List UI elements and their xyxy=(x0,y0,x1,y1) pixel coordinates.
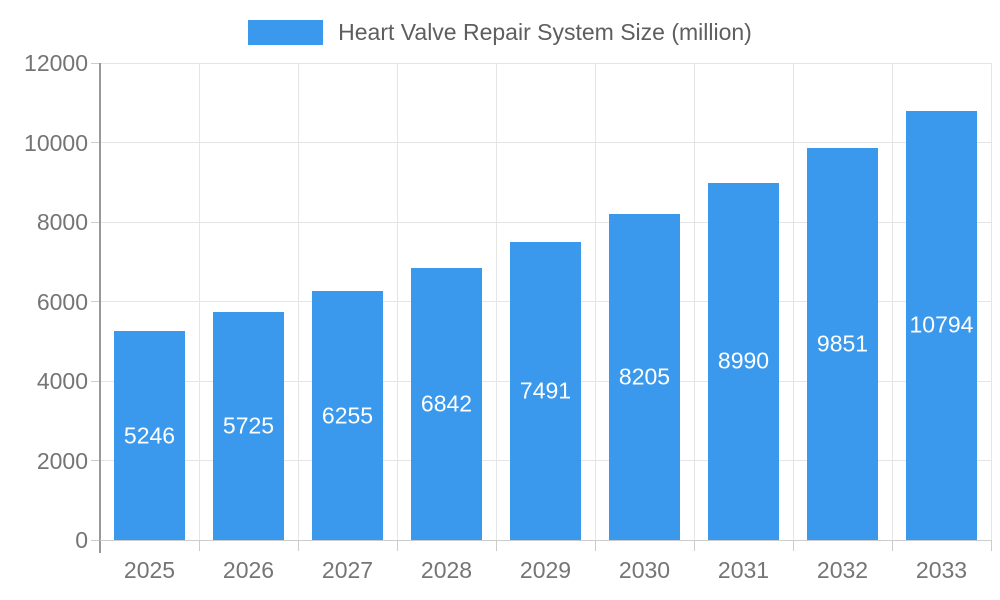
horizontal-gridline xyxy=(100,62,991,64)
y-axis-tick xyxy=(91,539,99,541)
bar-value-label: 6842 xyxy=(420,390,473,417)
x-axis-tick xyxy=(594,540,596,551)
x-axis-tick-label: 2028 xyxy=(420,557,473,583)
vertical-gridline xyxy=(990,63,992,540)
bar-value-label: 8205 xyxy=(618,363,671,390)
horizontal-gridline xyxy=(100,142,991,143)
x-axis-tick xyxy=(792,540,794,551)
x-axis-tick-label: 2033 xyxy=(915,557,968,583)
y-axis-tick xyxy=(91,221,99,223)
x-axis-tick xyxy=(396,540,398,551)
x-axis-tick-label: 2026 xyxy=(222,557,275,583)
bar-value-label: 5725 xyxy=(222,412,275,439)
bar-2031[interactable]: 8990 xyxy=(708,182,779,540)
vertical-gridline xyxy=(792,63,794,540)
bar-value-label: 9851 xyxy=(816,330,869,357)
x-axis-tick-label: 2025 xyxy=(123,557,176,583)
vertical-gridline xyxy=(297,63,299,540)
bar-2028[interactable]: 6842 xyxy=(411,268,482,540)
bar-2029[interactable]: 7491 xyxy=(510,242,581,540)
y-axis-tick-label: 12000 xyxy=(24,50,88,76)
y-axis-tick xyxy=(91,301,99,302)
bar-2032[interactable]: 9851 xyxy=(807,148,878,540)
bar-value-label: 8990 xyxy=(717,347,770,374)
plot-area: 5246 5725 6255 6842 7491 8205 8990 9851 10794 xyxy=(91,62,992,553)
vertical-gridline xyxy=(396,63,398,540)
y-axis-tick xyxy=(91,142,99,143)
vertical-gridline xyxy=(891,63,893,540)
vertical-gridline xyxy=(495,63,497,540)
x-axis-tick-label: 2032 xyxy=(816,557,869,583)
chart-legend[interactable]: Heart Valve Repair System Size (million) xyxy=(0,18,1000,46)
bar-value-label: 7491 xyxy=(519,377,572,404)
bar-value-label: 6255 xyxy=(321,402,374,429)
legend-label: Heart Valve Repair System Size (million) xyxy=(338,19,752,45)
x-axis-tick xyxy=(297,540,299,551)
x-axis-tick xyxy=(495,540,497,551)
x-axis-tick xyxy=(990,540,992,551)
x-axis-tick xyxy=(891,540,893,551)
x-axis-tick-label: 2029 xyxy=(519,557,572,583)
bar-2030[interactable]: 8205 xyxy=(609,213,680,540)
y-axis-tick-label: 2000 xyxy=(36,447,88,474)
y-axis-tick xyxy=(91,460,99,461)
vertical-gridline xyxy=(693,63,695,540)
bar-value-label: 5246 xyxy=(123,422,176,449)
x-axis-line xyxy=(100,540,991,541)
y-axis-line xyxy=(99,63,101,553)
bar-2027[interactable]: 6255 xyxy=(312,291,383,540)
y-axis-tick xyxy=(91,62,99,64)
y-axis-tick-label: 0 xyxy=(75,527,88,553)
vertical-gridline xyxy=(594,63,596,540)
horizontal-gridline xyxy=(100,221,991,223)
y-axis-tick-label: 4000 xyxy=(36,368,88,394)
y-axis-tick xyxy=(91,380,99,382)
bar-value-label: 10794 xyxy=(909,311,974,338)
y-axis-tick-label: 6000 xyxy=(36,288,88,315)
bar-2026[interactable]: 5725 xyxy=(213,312,284,540)
x-axis-tick-label: 2027 xyxy=(321,557,374,583)
y-axis-tick-label: 10000 xyxy=(24,129,88,156)
x-axis-tick-label: 2031 xyxy=(717,557,770,583)
x-axis-tick xyxy=(198,540,200,551)
x-axis-tick xyxy=(693,540,695,551)
bar-2025[interactable]: 5246 xyxy=(114,331,185,540)
vertical-gridline xyxy=(198,63,200,540)
y-axis-tick-label: 8000 xyxy=(36,209,88,235)
bar-2033[interactable]: 10794 xyxy=(906,110,977,540)
x-axis-tick-label: 2030 xyxy=(618,557,671,583)
legend-swatch xyxy=(248,19,324,45)
